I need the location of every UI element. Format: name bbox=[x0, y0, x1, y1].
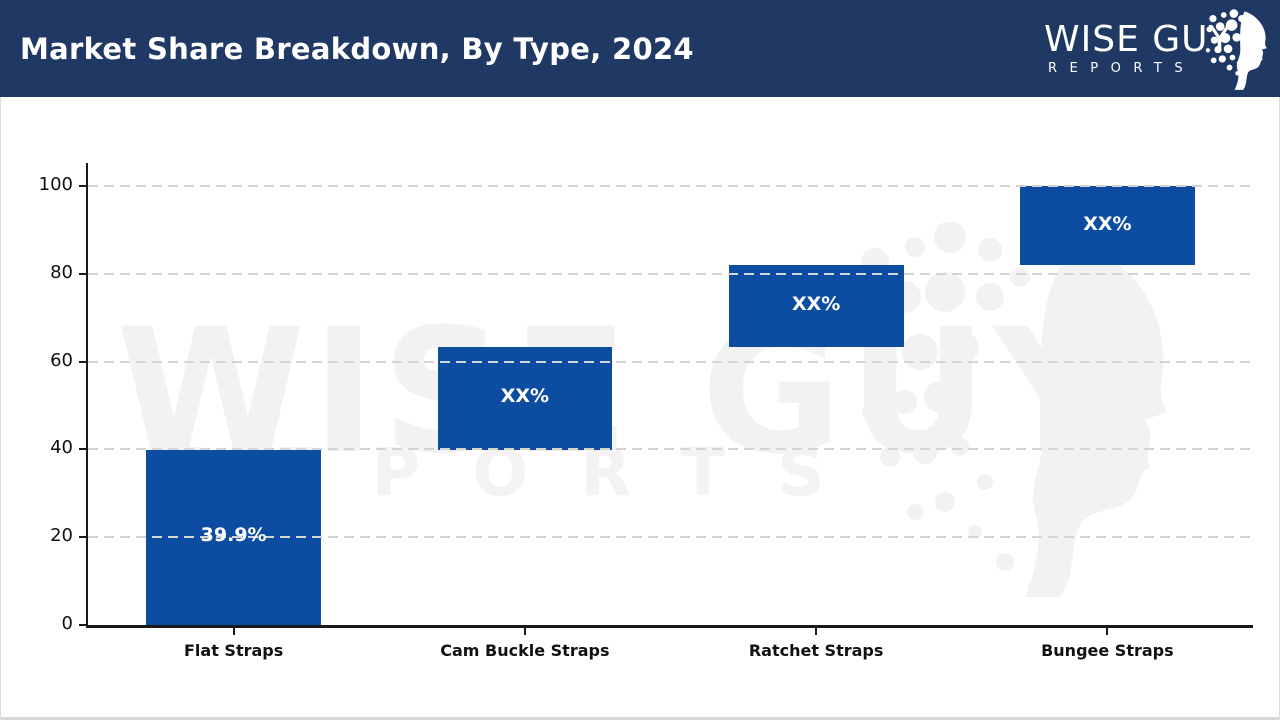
x-tick-ratchet-straps bbox=[815, 627, 818, 635]
y-tick-label-60: 60 bbox=[50, 349, 73, 371]
gridline-100 bbox=[88, 185, 1253, 187]
y-tick-label-40: 40 bbox=[50, 437, 73, 459]
y-tick-label-0: 0 bbox=[61, 613, 73, 634]
x-label-ratchet-straps: Ratchet Straps bbox=[748, 641, 884, 660]
head-logo-icon bbox=[1205, 9, 1267, 90]
x-tick-flat-straps bbox=[232, 627, 235, 635]
gridline-40 bbox=[88, 448, 1253, 451]
y-tick-label-20: 20 bbox=[50, 525, 73, 547]
page-border-bottom bbox=[0, 717, 1280, 720]
bar-label-ratchet-straps: XX% bbox=[791, 293, 841, 316]
gridline-80 bbox=[88, 272, 1253, 275]
x-label-flat-straps: Flat Straps bbox=[183, 641, 284, 660]
x-tick-cam-buckle-straps bbox=[523, 627, 526, 635]
x-label-bungee-straps: Bungee Straps bbox=[1041, 641, 1174, 660]
x-tick-bungee-straps bbox=[1106, 627, 1109, 635]
y-axis-line bbox=[85, 163, 88, 628]
bar-label-flat-straps: 39.9% bbox=[200, 524, 267, 547]
chart-title: Market Share Breakdown, By Type, 2024 bbox=[20, 31, 694, 66]
y-tick-100 bbox=[79, 185, 88, 187]
page-border-left bbox=[0, 97, 1, 720]
y-tick-40 bbox=[79, 448, 88, 451]
bar-ratchet-straps bbox=[728, 265, 904, 348]
y-tick-label-80: 80 bbox=[50, 261, 73, 283]
x-label-cam-buckle-straps: Cam Buckle Straps bbox=[440, 641, 610, 660]
logo-text: WISE GUY REPORTS bbox=[1044, 20, 1232, 76]
y-tick-0 bbox=[79, 624, 88, 626]
y-tick-20 bbox=[79, 536, 88, 539]
wiseguy-logo: WISE GUY REPORTS bbox=[1004, 8, 1270, 92]
y-tick-80 bbox=[79, 272, 88, 275]
watermark-head-dots-icon bbox=[855, 222, 1167, 597]
bar-bungee-straps bbox=[1020, 186, 1195, 266]
bar-label-cam-buckle-straps: XX% bbox=[500, 385, 550, 408]
gridline-20 bbox=[88, 536, 1253, 539]
bar-label-bungee-straps: XX% bbox=[1083, 212, 1132, 235]
logo-tagline: REPORTS bbox=[1048, 60, 1196, 76]
bar-cam-buckle-straps bbox=[437, 347, 613, 450]
logo-name: WISE GUY bbox=[1044, 19, 1232, 60]
gridline-60 bbox=[88, 360, 1253, 363]
header-bar: Market Share Breakdown, By Type, 2024 WI… bbox=[0, 0, 1280, 97]
x-axis-line bbox=[85, 625, 1253, 628]
y-tick-label-100: 100 bbox=[38, 174, 73, 195]
y-tick-60 bbox=[79, 360, 88, 363]
